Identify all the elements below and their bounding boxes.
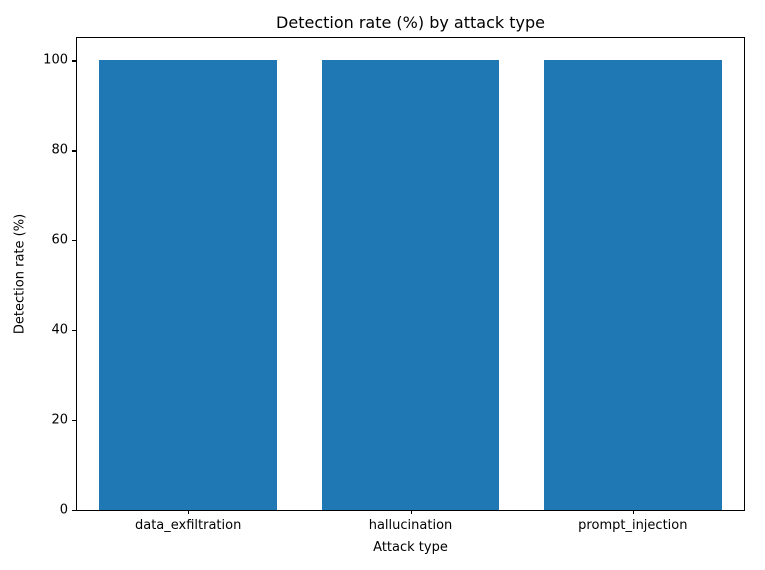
bar-prompt_injection xyxy=(543,60,722,510)
x-tick-mark xyxy=(410,510,412,514)
y-tick-label: 40 xyxy=(51,322,68,338)
x-tick-mark xyxy=(188,510,190,514)
x-tick-label-data_exfiltration: data_exfiltration xyxy=(134,518,242,533)
chart-title: Detection rate (%) by attack type xyxy=(276,13,545,32)
y-tick-label: 60 xyxy=(51,232,68,248)
y-tick-label: 100 xyxy=(43,52,68,68)
plot-area: 0 20 40 60 80 100 data_exfiltration hallucinat… xyxy=(43,37,745,533)
y-tick-mark xyxy=(72,420,76,422)
y-tick-mark xyxy=(72,330,76,332)
bar-hallucination xyxy=(321,60,500,510)
y-tick-label: 20 xyxy=(51,412,68,428)
y-tick-mark xyxy=(72,150,76,152)
y-tick-label: 0 xyxy=(59,502,68,518)
bar-data_exfiltration xyxy=(99,60,278,510)
x-tick-mark xyxy=(632,510,635,514)
y-tick-mark xyxy=(72,510,76,512)
y-tick-mark xyxy=(72,60,76,62)
x-tick-label-prompt_injection: prompt_injection xyxy=(578,518,688,533)
x-tick-label-hallucination: hallucination xyxy=(368,518,453,533)
x-axis-label: Attack type xyxy=(373,540,448,555)
y-axis-label: Detection rate (%) xyxy=(12,213,28,335)
y-tick-mark xyxy=(72,240,76,242)
y-tick-label: 80 xyxy=(51,142,68,158)
